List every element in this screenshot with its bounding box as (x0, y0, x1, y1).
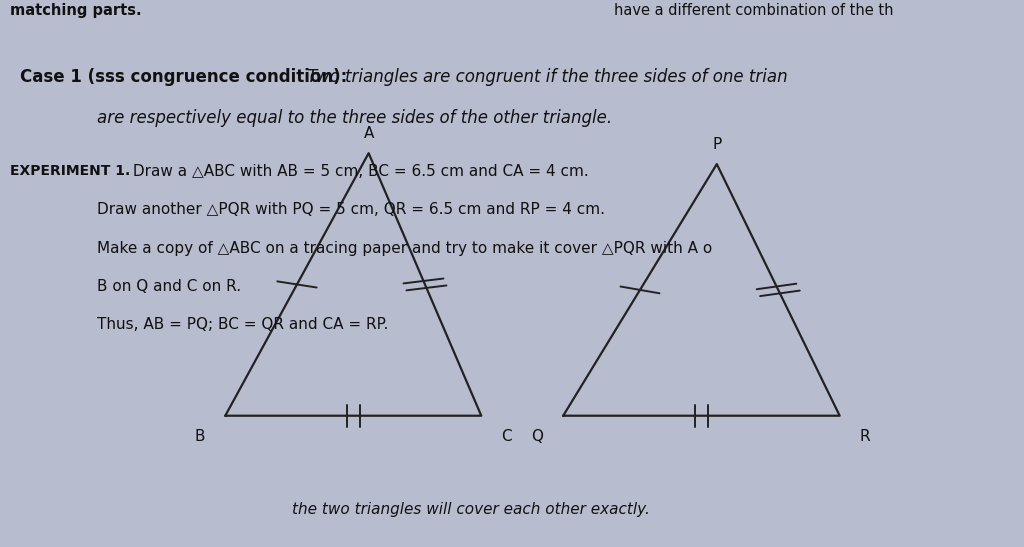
Text: B on Q and C on R.: B on Q and C on R. (97, 279, 242, 294)
Text: Two triangles are congruent if the three sides of one trian: Two triangles are congruent if the three… (302, 68, 787, 86)
Text: the two triangles will cover each other exactly.: the two triangles will cover each other … (292, 502, 649, 517)
Text: R: R (860, 429, 870, 444)
Text: matching parts.: matching parts. (10, 3, 142, 18)
Text: Draw a △ABC with AB = 5 cm, BC = 6.5 cm and CA = 4 cm.: Draw a △ABC with AB = 5 cm, BC = 6.5 cm … (128, 164, 589, 179)
Text: Draw another △PQR with PQ = 5 cm, QR = 6.5 cm and RP = 4 cm.: Draw another △PQR with PQ = 5 cm, QR = 6… (97, 202, 605, 217)
Text: P: P (712, 137, 722, 152)
Text: Case 1 (sss congruence condition):: Case 1 (sss congruence condition): (20, 68, 348, 86)
Text: Make a copy of △ABC on a tracing paper and try to make it cover △PQR with A o: Make a copy of △ABC on a tracing paper a… (97, 241, 713, 255)
Text: are respectively equal to the three sides of the other triangle.: are respectively equal to the three side… (97, 109, 612, 127)
Text: Q: Q (531, 429, 544, 444)
Text: B: B (195, 429, 205, 444)
Text: EXPERIMENT 1.: EXPERIMENT 1. (10, 164, 130, 178)
Text: C: C (502, 429, 512, 444)
Text: Thus, AB = PQ; BC = QR and CA = RP.: Thus, AB = PQ; BC = QR and CA = RP. (97, 317, 389, 332)
Text: A: A (364, 126, 374, 141)
Text: have a different combination of the th: have a different combination of the th (614, 3, 894, 18)
